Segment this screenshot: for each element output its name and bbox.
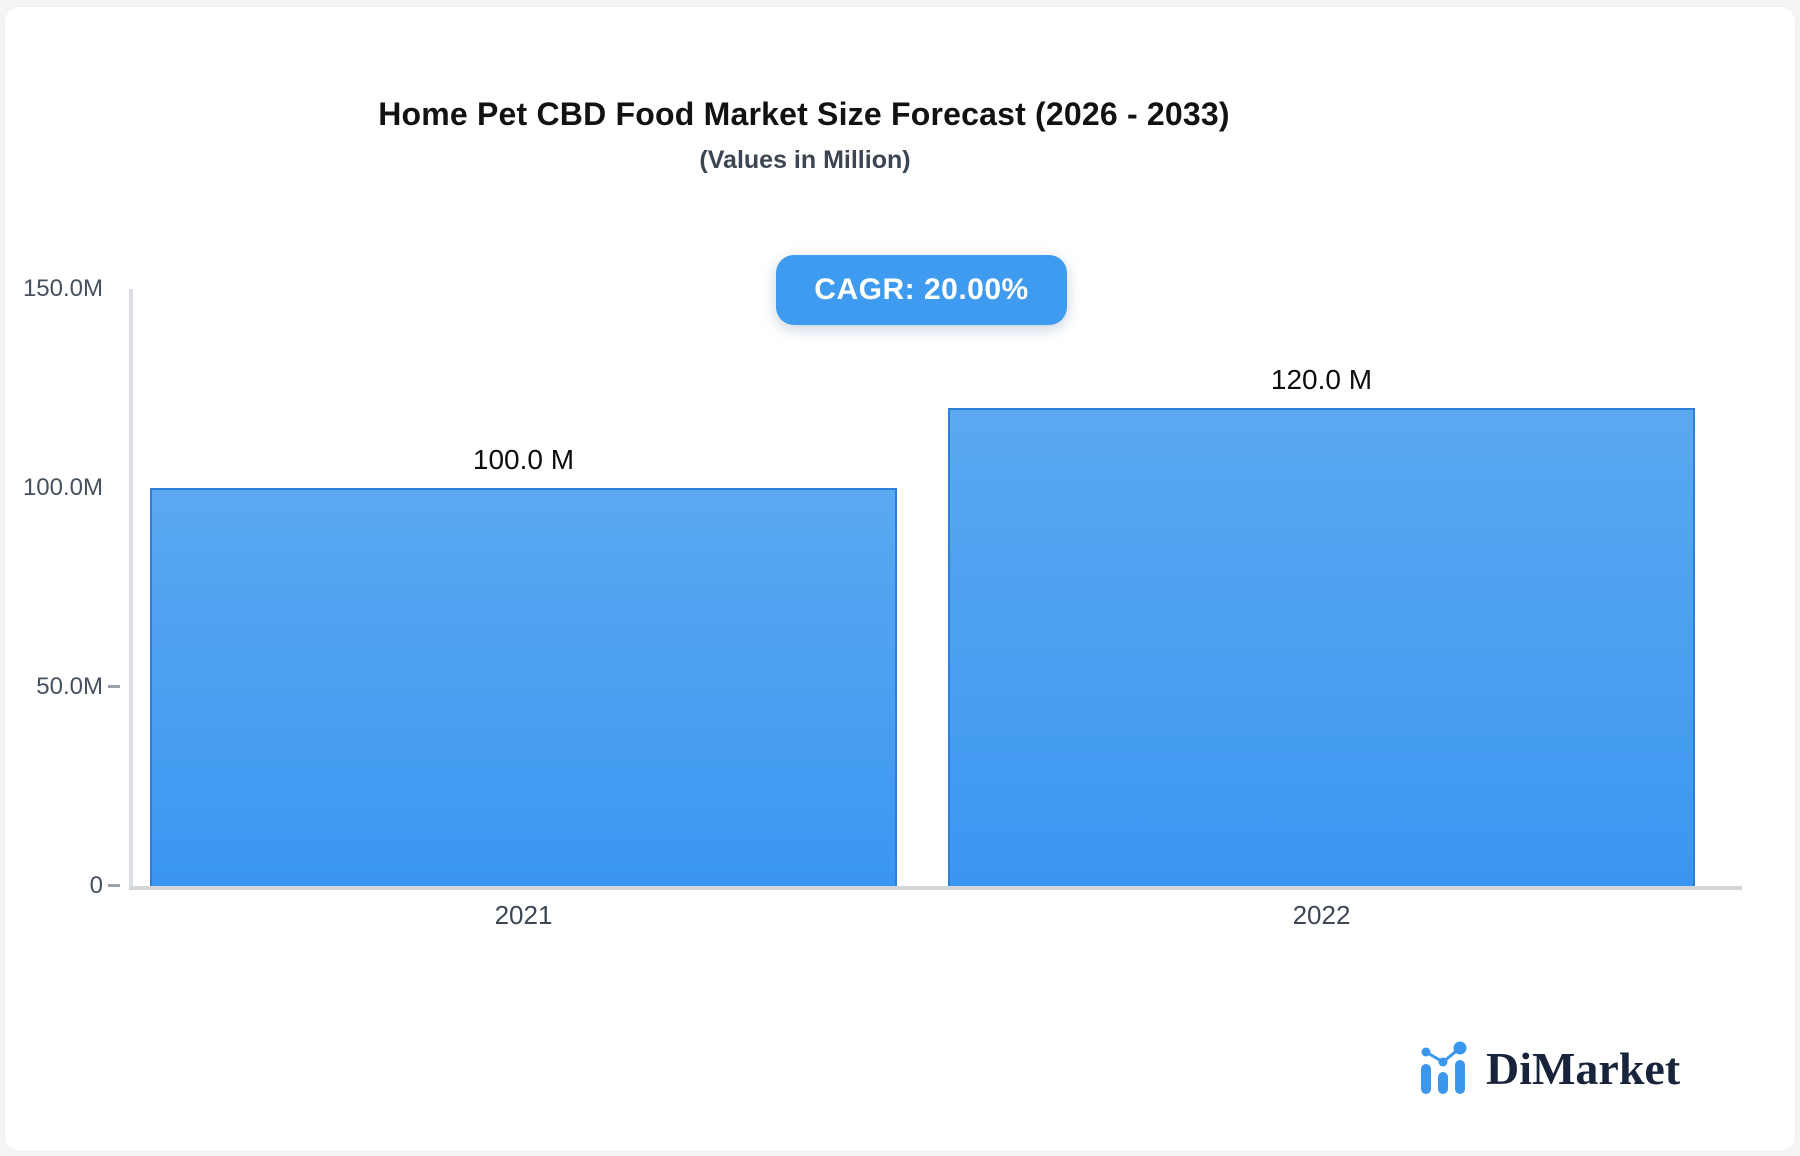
y-tick-label: 50.0M [36,673,103,700]
y-axis-line [129,289,133,890]
y-tick-mark [108,884,120,887]
x-tick-label-2022: 2022 [1292,900,1351,930]
plot-area: 100.0 M 120.0 M 2021 2022 [129,289,1742,930]
x-tick-label-2021: 2021 [494,900,553,930]
bar-value-label-2022: 120.0 M [1270,364,1373,396]
bar-2022 [948,408,1695,886]
y-tick-label: 0 [89,872,103,899]
y-tick-label: 150.0M [22,275,103,302]
chart-subtitle: (Values in Million) [699,146,911,174]
chart-title: Home Pet CBD Food Market Size Forecast (… [378,96,1230,132]
y-tick-mark [108,685,120,688]
bar-2021 [150,488,897,886]
bar-chart-icon [1421,1041,1467,1094]
x-axis-line [129,886,1742,890]
logo-wordmark: DiMarket [1486,1043,1681,1094]
cagr-badge: CAGR: 20.00% [776,255,1067,325]
dimarket-logo: DiMarket [1418,1038,1680,1100]
y-tick-label: 100.0M [22,474,103,501]
cagr-badge-label: CAGR: 20.00% [814,273,1029,306]
bar-value-label-2021: 100.0 M [472,444,575,475]
y-axis: 150.0M 100.0M 50.0M 0 [0,275,120,899]
